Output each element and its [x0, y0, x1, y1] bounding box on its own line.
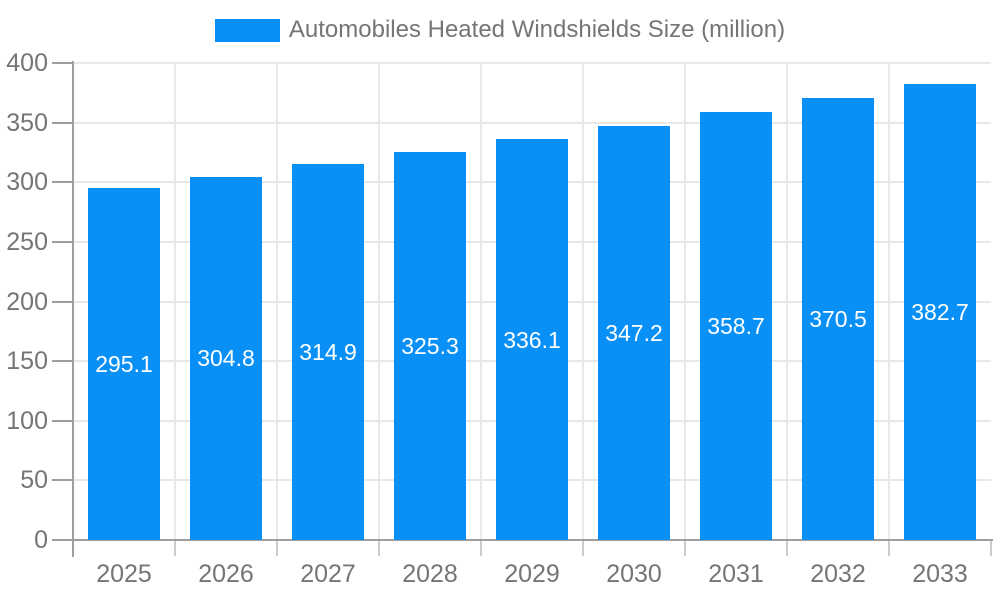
bar[interactable] [903, 83, 977, 540]
x-gridline [174, 63, 176, 540]
x-axis-line [52, 539, 993, 541]
y-axis-label: 300 [6, 168, 48, 197]
bar-value-label: 304.8 [197, 345, 255, 372]
bar[interactable] [291, 164, 365, 540]
y-axis-label: 100 [6, 406, 48, 435]
x-gridline [582, 63, 584, 540]
x-tick [888, 540, 890, 556]
x-axis-label: 2030 [606, 560, 662, 588]
x-gridline [378, 63, 380, 540]
x-gridline [786, 63, 788, 540]
y-axis-label: 350 [6, 108, 48, 137]
bar-value-label: 325.3 [401, 333, 459, 360]
bar-value-label: 314.9 [299, 339, 357, 366]
y-axis-label: 250 [6, 227, 48, 256]
bar[interactable] [597, 125, 671, 540]
bar-value-label: 382.7 [911, 298, 969, 325]
x-axis-label: 2032 [810, 560, 866, 588]
x-gridline [888, 63, 890, 540]
y-axis-label: 50 [20, 466, 48, 495]
y-axis-label: 400 [6, 49, 48, 77]
bar[interactable] [189, 176, 263, 540]
x-axis-label: 2026 [198, 560, 254, 588]
bar[interactable] [393, 152, 467, 540]
y-gridline [73, 62, 991, 64]
x-axis-label: 2027 [300, 560, 356, 588]
bar[interactable] [495, 139, 569, 540]
x-gridline [276, 63, 278, 540]
x-tick [582, 540, 584, 556]
chart-legend[interactable]: Automobiles Heated Windshields Size (mil… [0, 16, 1000, 44]
y-tick [52, 479, 72, 482]
bar-value-label: 295.1 [95, 351, 153, 378]
x-gridline [480, 63, 482, 540]
bar[interactable] [801, 98, 875, 540]
y-tick [52, 419, 72, 422]
x-tick [786, 540, 788, 556]
x-tick [378, 540, 380, 556]
bar[interactable] [699, 112, 773, 540]
y-axis-label: 150 [6, 347, 48, 376]
y-tick [52, 300, 72, 303]
x-tick [276, 540, 278, 556]
x-gridline [684, 63, 686, 540]
x-axis-label: 2025 [96, 560, 152, 588]
bar-value-label: 370.5 [809, 306, 867, 333]
x-tick [684, 540, 686, 556]
y-axis-label: 200 [6, 287, 48, 316]
y-tick [52, 360, 72, 363]
bar[interactable] [87, 188, 161, 540]
x-axis-label: 2028 [402, 560, 458, 588]
bar-value-label: 358.7 [707, 313, 765, 340]
y-tick [52, 121, 72, 124]
x-axis-label: 2029 [504, 560, 560, 588]
x-tick [990, 540, 992, 556]
bar-value-label: 347.2 [605, 319, 663, 346]
y-tick [52, 240, 72, 243]
y-axis-line [72, 61, 74, 557]
x-tick [174, 540, 176, 556]
y-tick [52, 181, 72, 184]
bar-value-label: 336.1 [503, 326, 561, 353]
x-axis-label: 2031 [708, 560, 764, 588]
y-tick [52, 62, 72, 64]
y-axis-label: 0 [34, 526, 48, 554]
x-tick [480, 540, 482, 556]
y-gridline [73, 121, 991, 124]
legend-swatch [214, 18, 280, 42]
legend-label: Automobiles Heated Windshields Size (mil… [288, 16, 786, 43]
x-axis-label: 2033 [912, 560, 968, 588]
